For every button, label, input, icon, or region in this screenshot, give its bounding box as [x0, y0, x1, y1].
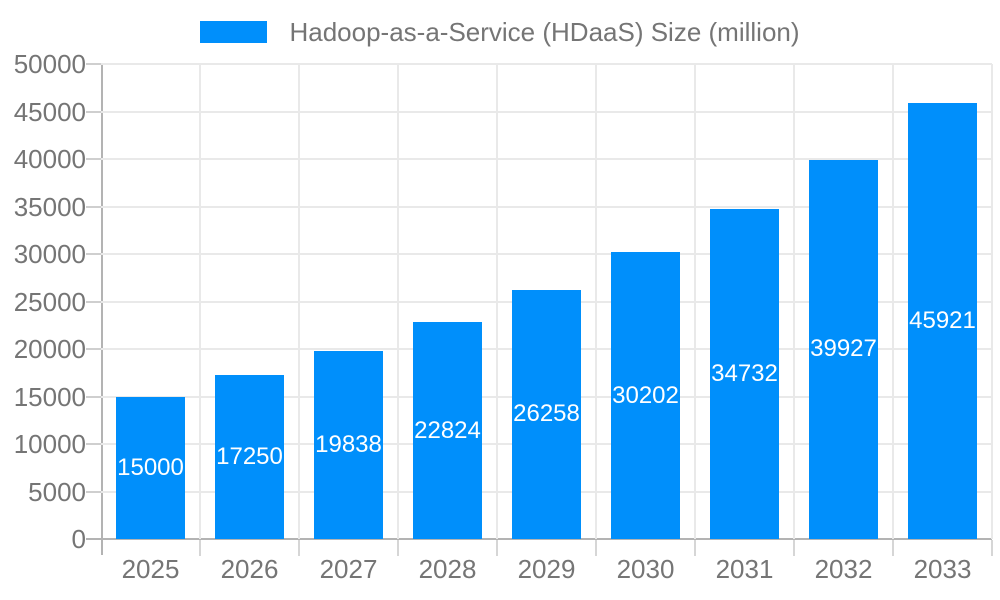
x-tick — [892, 540, 894, 556]
x-tick-label: 2028 — [418, 554, 477, 584]
y-gridline — [101, 63, 992, 65]
bar: 22824 — [413, 322, 482, 539]
x-tick — [397, 540, 399, 556]
bar: 39927 — [809, 159, 878, 539]
y-axis-line — [101, 64, 103, 555]
x-gridline — [595, 64, 597, 539]
x-gridline — [991, 64, 993, 539]
y-tick-label: 45000 — [13, 96, 86, 127]
x-tick — [793, 540, 795, 556]
bar: 30202 — [611, 252, 680, 539]
y-tick-label: 10000 — [13, 429, 86, 459]
x-tick-label: 2031 — [715, 554, 774, 584]
y-tick-label: 40000 — [13, 144, 86, 174]
x-gridline — [892, 64, 894, 539]
x-tick-label: 2032 — [814, 554, 873, 584]
x-gridline — [298, 64, 300, 539]
y-gridline — [101, 205, 992, 208]
y-tick-label: 0 — [71, 524, 86, 554]
x-gridline — [397, 64, 399, 539]
y-tick-label: 5000 — [28, 476, 86, 507]
x-tick — [199, 540, 201, 556]
bar: 26258 — [512, 289, 581, 539]
y-tick-label: 15000 — [13, 381, 86, 412]
bar: 15000 — [116, 396, 185, 539]
y-tick-label: 35000 — [13, 191, 86, 222]
y-tick — [86, 205, 101, 208]
bar: 45921 — [908, 102, 977, 539]
y-tick-label: 30000 — [13, 239, 86, 269]
x-axis-line — [86, 538, 992, 540]
bar-value-label: 39927 — [810, 335, 877, 363]
x-tick-label: 2026 — [220, 554, 279, 584]
x-tick — [991, 540, 993, 556]
y-tick — [86, 253, 101, 255]
x-tick — [694, 540, 696, 556]
bar-value-label: 45921 — [909, 306, 976, 334]
y-tick-label: 50000 — [13, 49, 86, 79]
bar-value-label: 34732 — [711, 360, 778, 387]
bar: 17250 — [215, 375, 284, 539]
bar-value-label: 17250 — [216, 443, 283, 471]
x-gridline — [199, 64, 201, 539]
x-tick-label: 2033 — [913, 554, 972, 584]
y-tick — [86, 348, 101, 350]
x-gridline — [793, 64, 795, 539]
y-tick — [86, 110, 101, 113]
plot-area: 15000 17250 19838 22824 26258 30202 34732 39927… — [101, 63, 993, 539]
y-tick — [86, 443, 101, 445]
x-tick-label: 2030 — [616, 554, 675, 584]
y-gridline — [101, 158, 992, 160]
legend-label: Hadoop-as-a-Service (HDaaS) Size (millio… — [289, 17, 800, 47]
bar-value-label: 26258 — [513, 400, 580, 428]
x-tick-label: 2025 — [121, 554, 180, 584]
y-tick-label: 25000 — [13, 286, 86, 317]
legend-item[interactable]: Hadoop-as-a-Service (HDaaS) Size (millio… — [0, 17, 1000, 47]
y-tick — [86, 395, 101, 398]
y-tick — [86, 63, 101, 65]
legend-swatch-icon — [200, 21, 268, 43]
y-gridline — [101, 253, 992, 255]
y-tick — [86, 538, 101, 540]
y-gridline — [101, 110, 992, 113]
y-tick — [86, 300, 101, 303]
y-tick — [86, 158, 101, 160]
bar-value-label: 19838 — [315, 430, 382, 458]
x-gridline — [496, 64, 498, 539]
bar: 34732 — [710, 209, 779, 539]
y-tick-label: 20000 — [13, 334, 86, 364]
bar: 19838 — [314, 350, 383, 539]
y-tick — [86, 490, 101, 493]
x-tick — [496, 540, 498, 556]
bar-value-label: 22824 — [414, 416, 481, 444]
bar-value-label: 15000 — [117, 453, 184, 481]
x-tick-label: 2027 — [319, 554, 378, 584]
x-tick — [595, 540, 597, 556]
x-gridline — [694, 64, 696, 539]
x-tick — [298, 540, 300, 556]
bar-value-label: 30202 — [612, 381, 679, 409]
x-tick-label: 2029 — [517, 554, 576, 584]
